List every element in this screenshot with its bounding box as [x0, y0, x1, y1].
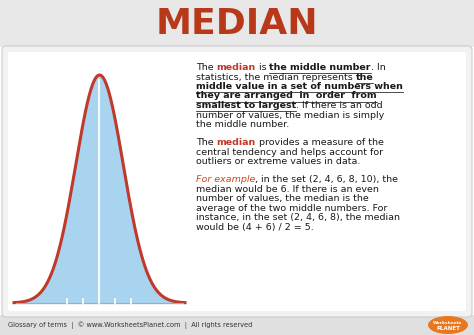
- Text: median would be 6. If there is an even: median would be 6. If there is an even: [196, 185, 379, 194]
- Text: Glossary of terms  |  © www.WorksheetsPlanet.com  |  All rights reserved: Glossary of terms | © www.WorksheetsPlan…: [8, 321, 252, 329]
- Text: The: The: [196, 63, 217, 72]
- Text: statistics, the median represents: statistics, the median represents: [196, 72, 356, 81]
- Text: the: the: [356, 72, 374, 81]
- Text: smallest to largest: smallest to largest: [196, 101, 296, 110]
- FancyBboxPatch shape: [2, 46, 472, 317]
- Text: median: median: [217, 63, 256, 72]
- Text: PLANET: PLANET: [436, 326, 460, 331]
- FancyBboxPatch shape: [8, 52, 466, 311]
- Ellipse shape: [428, 316, 468, 334]
- Text: For example: For example: [196, 175, 255, 184]
- Text: number of values, the median is the: number of values, the median is the: [196, 194, 369, 203]
- Text: number of values, the median is simply: number of values, the median is simply: [196, 111, 384, 120]
- Text: Worksheets: Worksheets: [433, 321, 463, 325]
- Text: . In: . In: [371, 63, 386, 72]
- Text: is: is: [256, 63, 270, 72]
- Text: outliers or extreme values in data.: outliers or extreme values in data.: [196, 157, 360, 166]
- Text: , in the set (2, 4, 6, 8, 10), the: , in the set (2, 4, 6, 8, 10), the: [255, 175, 398, 184]
- Text: . If there is an odd: . If there is an odd: [296, 101, 383, 110]
- Text: provides a measure of the: provides a measure of the: [256, 138, 384, 147]
- Text: they are arranged  in  order  from: they are arranged in order from: [196, 91, 377, 100]
- Text: the middle number.: the middle number.: [196, 120, 289, 129]
- Text: central tendency and helps account for: central tendency and helps account for: [196, 147, 383, 156]
- Text: the middle number: the middle number: [270, 63, 371, 72]
- Text: average of the two middle numbers. For: average of the two middle numbers. For: [196, 204, 387, 213]
- Bar: [0, 315, 474, 335]
- Text: would be (4 + 6) / 2 = 5.: would be (4 + 6) / 2 = 5.: [196, 222, 314, 231]
- Text: middle value in a set of numbers when: middle value in a set of numbers when: [196, 82, 403, 91]
- Text: The: The: [196, 138, 217, 147]
- Text: MEDIAN: MEDIAN: [155, 7, 319, 41]
- Bar: [0, 0, 474, 47]
- Text: instance, in the set (2, 4, 6, 8), the median: instance, in the set (2, 4, 6, 8), the m…: [196, 213, 400, 222]
- Text: median: median: [217, 138, 256, 147]
